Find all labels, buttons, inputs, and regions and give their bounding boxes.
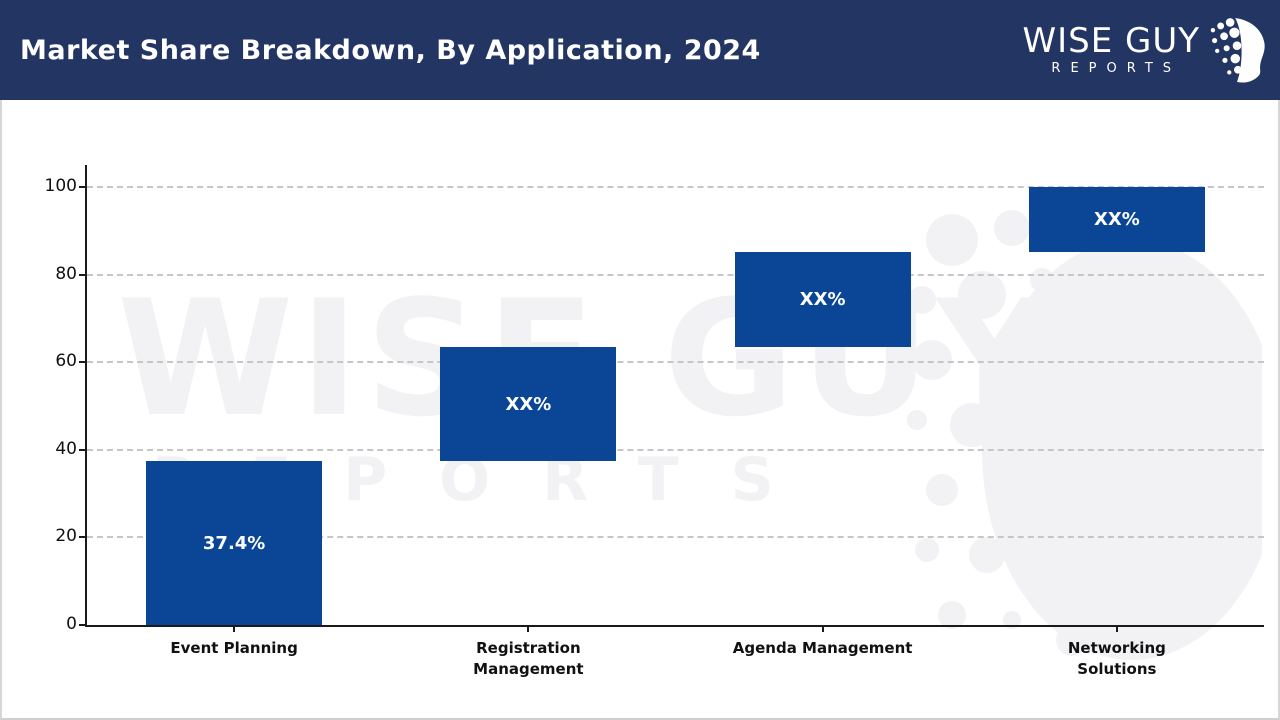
y-axis-tick <box>79 624 87 626</box>
gridline <box>87 536 1264 539</box>
y-axis-tick <box>79 448 87 451</box>
y-axis-tick <box>79 361 87 364</box>
y-axis-tick <box>79 536 87 539</box>
chart-area: WISE GUY REPORTS 0 20 40 60 80 100 37.4% Event … <box>0 100 1280 720</box>
y-tick-label: 80 <box>55 263 77 284</box>
watermark-head-icon <box>907 210 1262 660</box>
y-tick-label: 20 <box>55 526 77 547</box>
y-tick-label: 0 <box>66 614 77 634</box>
gridline <box>87 361 1264 364</box>
bar: XX% <box>1028 187 1205 253</box>
y-tick-label: 40 <box>55 438 77 459</box>
bar: XX% <box>734 252 911 347</box>
logo-title: WISE GUY <box>1022 21 1200 61</box>
x-axis-tick <box>1115 625 1118 632</box>
x-axis-label: Registration Management <box>473 639 584 678</box>
y-axis-line <box>85 165 87 627</box>
x-axis-label: Networking Solutions <box>1067 639 1166 678</box>
bar-value-label: XX% <box>799 289 846 311</box>
wiseguy-logo: WISE GUY REPORTS <box>1022 0 1268 100</box>
header: Market Share Breakdown, By Application, … <box>0 0 1280 100</box>
page-title: Market Share Breakdown, By Application, … <box>20 34 761 66</box>
y-axis-tick <box>79 273 87 276</box>
x-axis-line <box>85 625 1264 627</box>
bar: 37.4% <box>146 461 323 625</box>
gridline <box>87 186 1264 188</box>
x-axis-tick <box>821 625 824 632</box>
logo-wordmark: WISE GUY REPORTS <box>1022 24 1200 76</box>
y-tick-label: 60 <box>55 351 77 372</box>
bar: XX% <box>440 346 617 462</box>
wiseguy-head-icon <box>1210 18 1265 83</box>
logo-subtitle: REPORTS <box>1051 61 1182 76</box>
x-axis-tick <box>233 625 236 632</box>
y-tick-label: 100 <box>44 176 77 196</box>
gridline <box>87 273 1264 276</box>
gridline <box>87 448 1264 451</box>
bar-value-label: 37.4% <box>202 532 266 554</box>
x-axis-tick <box>527 625 530 632</box>
bar-value-label: XX% <box>1093 209 1140 231</box>
bar-value-label: XX% <box>505 393 552 415</box>
y-axis-tick <box>79 186 87 188</box>
x-axis-label: Agenda Management <box>732 639 913 657</box>
x-axis-label: Event Planning <box>170 639 298 657</box>
